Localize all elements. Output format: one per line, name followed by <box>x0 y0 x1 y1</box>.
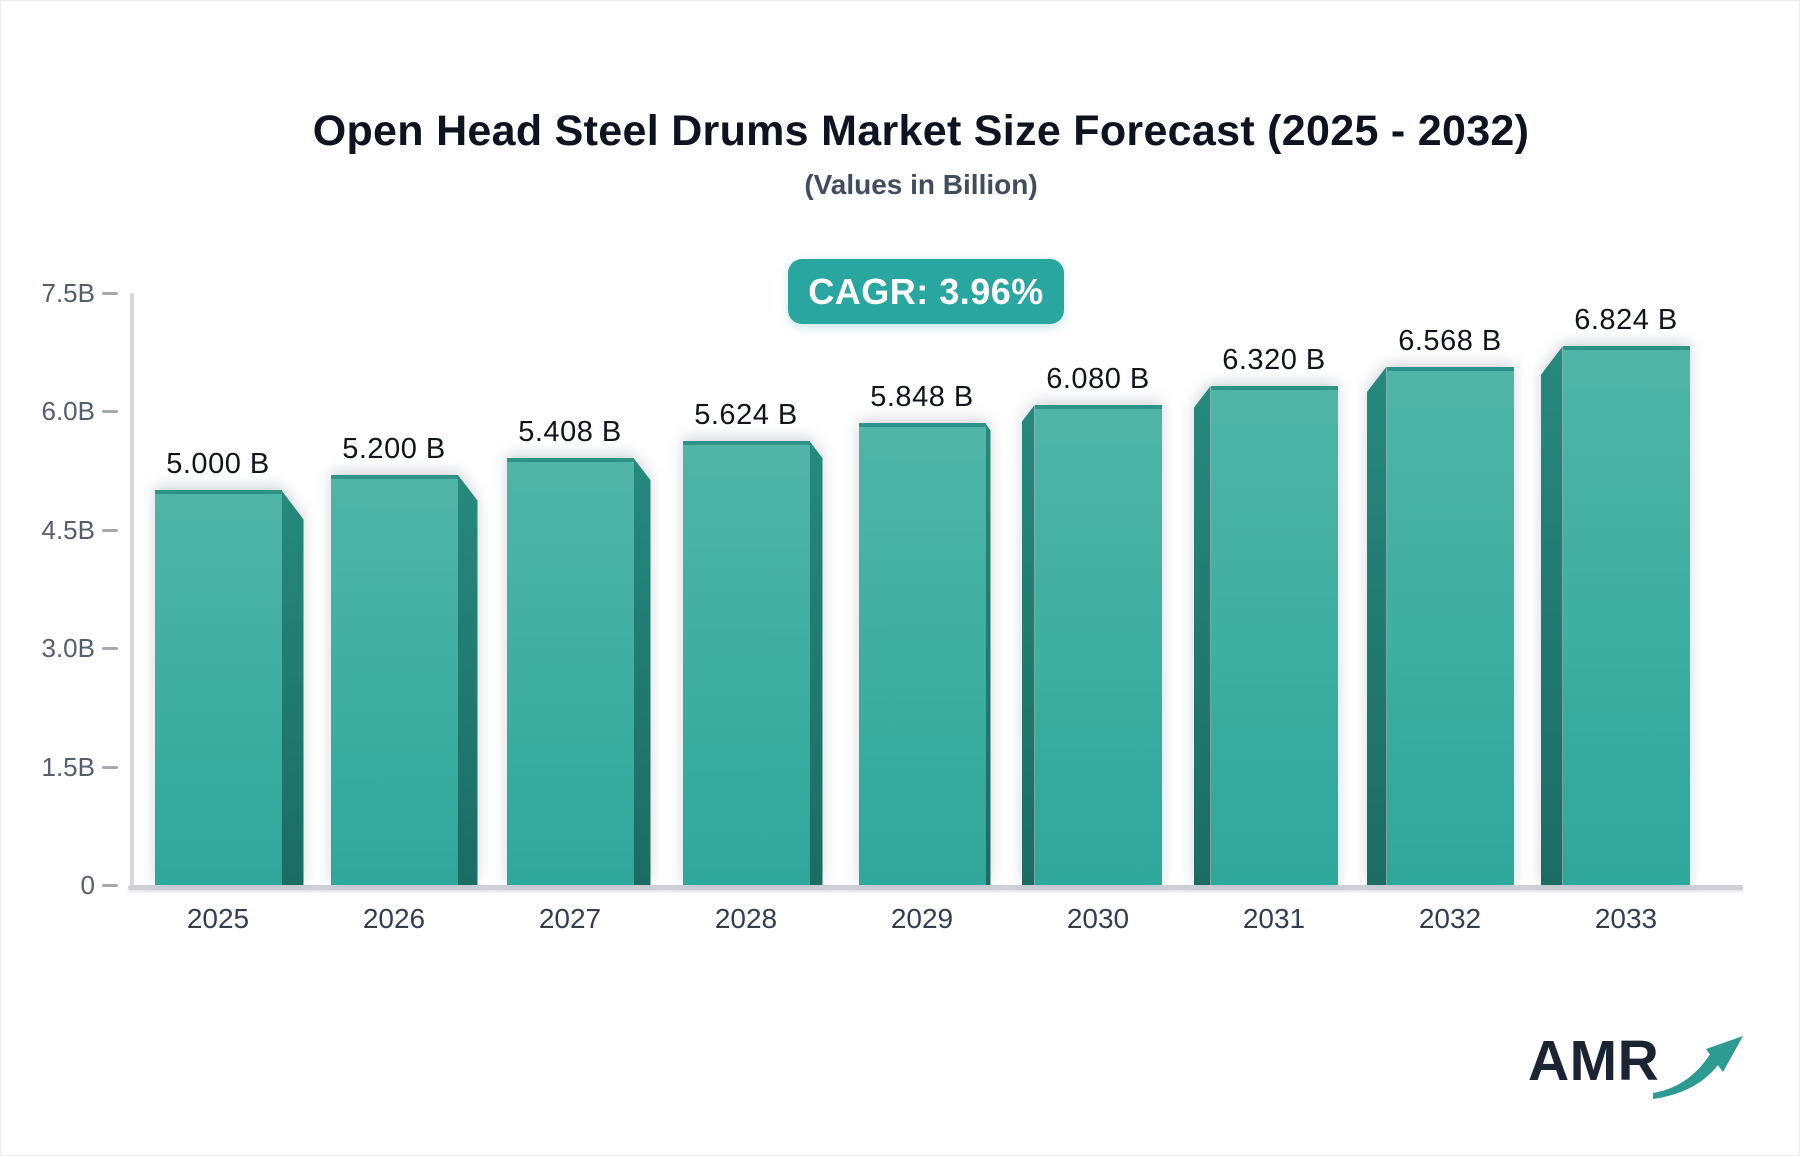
bar-value-label: 6.080 B <box>1046 363 1150 396</box>
amr-logo-arrow-icon <box>1653 1036 1744 1099</box>
bar <box>506 458 651 885</box>
bar-front-face <box>1210 386 1338 885</box>
y-tick-dash <box>102 765 118 769</box>
y-tick-dash <box>102 292 118 295</box>
bar-front-face <box>506 458 634 885</box>
bar <box>682 441 823 885</box>
x-tick-label: 2033 <box>1594 903 1658 934</box>
bar <box>1366 366 1514 885</box>
y-tick-label: 4.5B <box>41 514 96 545</box>
bar-value-label: 6.824 B <box>1574 304 1678 337</box>
y-tick-label: 6.0B <box>41 396 96 427</box>
x-axis-line <box>128 885 1743 890</box>
bar-value-label: 6.320 B <box>1222 344 1326 377</box>
chart-title: Open Head Steel Drums Market Size Foreca… <box>312 107 1530 155</box>
bar-front-face <box>330 474 458 885</box>
bar-side-face <box>281 490 304 885</box>
y-tick-dash <box>102 647 118 651</box>
x-tick-label: 2026 <box>362 903 426 934</box>
bar-value-label: 5.408 B <box>518 416 622 449</box>
y-tick-label: 0 <box>80 870 95 900</box>
bar-side-face <box>633 458 651 885</box>
x-tick-label: 2032 <box>1418 903 1482 934</box>
bar-front-face <box>682 441 810 885</box>
bar <box>1193 386 1338 885</box>
bar-front-face <box>858 423 986 885</box>
y-tick-label: 7.5B <box>41 278 96 308</box>
amr-logo-text: AMR <box>1528 1029 1660 1093</box>
x-tick-label: 2029 <box>890 903 954 934</box>
x-tick-label: 2031 <box>1242 903 1306 934</box>
bar-side-face <box>1366 366 1387 885</box>
bar-side-face <box>457 474 478 885</box>
bar-front-face <box>1386 366 1514 885</box>
bar <box>858 423 991 885</box>
bar-front-face <box>154 490 282 885</box>
x-tick-label: 2030 <box>1066 903 1130 934</box>
bar-value-label: 5.000 B <box>166 448 270 481</box>
x-tick-label: 2028 <box>714 903 778 934</box>
y-tick-label: 1.5B <box>41 751 96 782</box>
amr-logo: AMR <box>1528 1031 1749 1105</box>
bar-side-face <box>985 423 991 885</box>
y-tick-label: 3.0B <box>41 633 96 664</box>
y-tick-dash <box>102 884 118 887</box>
y-tick-dash <box>102 528 118 532</box>
bar <box>1021 405 1162 885</box>
x-tick-label: 2025 <box>186 903 250 934</box>
y-tick-dash <box>102 410 118 414</box>
bar <box>154 490 304 885</box>
bar-value-label: 6.568 B <box>1398 324 1502 357</box>
cagr-badge: CAGR: 3.96% <box>788 259 1064 324</box>
bar-value-label: 5.200 B <box>342 432 446 465</box>
bar-side-face <box>1540 346 1563 885</box>
bar-value-label: 5.848 B <box>870 381 974 414</box>
bar-value-label: 5.624 B <box>694 399 798 432</box>
bar-side-face <box>1193 386 1211 885</box>
y-axis-line <box>130 293 134 887</box>
bar-front-face <box>1562 346 1690 885</box>
bar-front-face <box>1034 405 1162 885</box>
x-tick-label: 2027 <box>538 903 602 934</box>
bar <box>1540 346 1690 885</box>
bar-side-face <box>809 441 823 885</box>
bar-side-face <box>1021 405 1035 885</box>
bar <box>330 474 478 885</box>
chart-subtitle: (Values in Billion) <box>804 169 1038 200</box>
